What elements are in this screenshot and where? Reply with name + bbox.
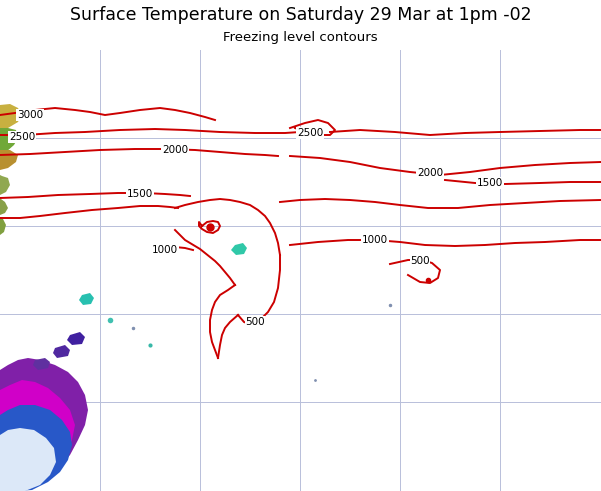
Polygon shape bbox=[0, 358, 88, 491]
Polygon shape bbox=[0, 175, 10, 195]
Text: 500: 500 bbox=[245, 317, 265, 327]
Text: 2500: 2500 bbox=[9, 132, 35, 142]
Text: 1000: 1000 bbox=[362, 235, 388, 245]
Polygon shape bbox=[33, 358, 50, 370]
Text: 1500: 1500 bbox=[127, 189, 153, 199]
Text: 2000: 2000 bbox=[417, 168, 443, 178]
Polygon shape bbox=[0, 150, 18, 170]
Text: 2000: 2000 bbox=[162, 145, 188, 155]
Polygon shape bbox=[0, 128, 18, 155]
Text: Surface Temperature on Saturday 29 Mar at 1pm -02: Surface Temperature on Saturday 29 Mar a… bbox=[70, 6, 531, 24]
Polygon shape bbox=[0, 428, 56, 491]
Polygon shape bbox=[0, 405, 72, 491]
Text: 2500: 2500 bbox=[297, 128, 323, 138]
Text: Freezing level contours: Freezing level contours bbox=[223, 31, 378, 44]
Polygon shape bbox=[0, 104, 22, 130]
Polygon shape bbox=[0, 198, 8, 215]
Polygon shape bbox=[79, 293, 94, 305]
Polygon shape bbox=[67, 332, 85, 345]
Text: 3000: 3000 bbox=[17, 110, 43, 120]
Polygon shape bbox=[0, 380, 75, 491]
Text: 500: 500 bbox=[410, 256, 430, 266]
Polygon shape bbox=[0, 218, 6, 235]
Text: 1500: 1500 bbox=[477, 178, 503, 188]
Polygon shape bbox=[53, 345, 70, 358]
Text: 1000: 1000 bbox=[152, 245, 178, 255]
Polygon shape bbox=[231, 243, 247, 255]
